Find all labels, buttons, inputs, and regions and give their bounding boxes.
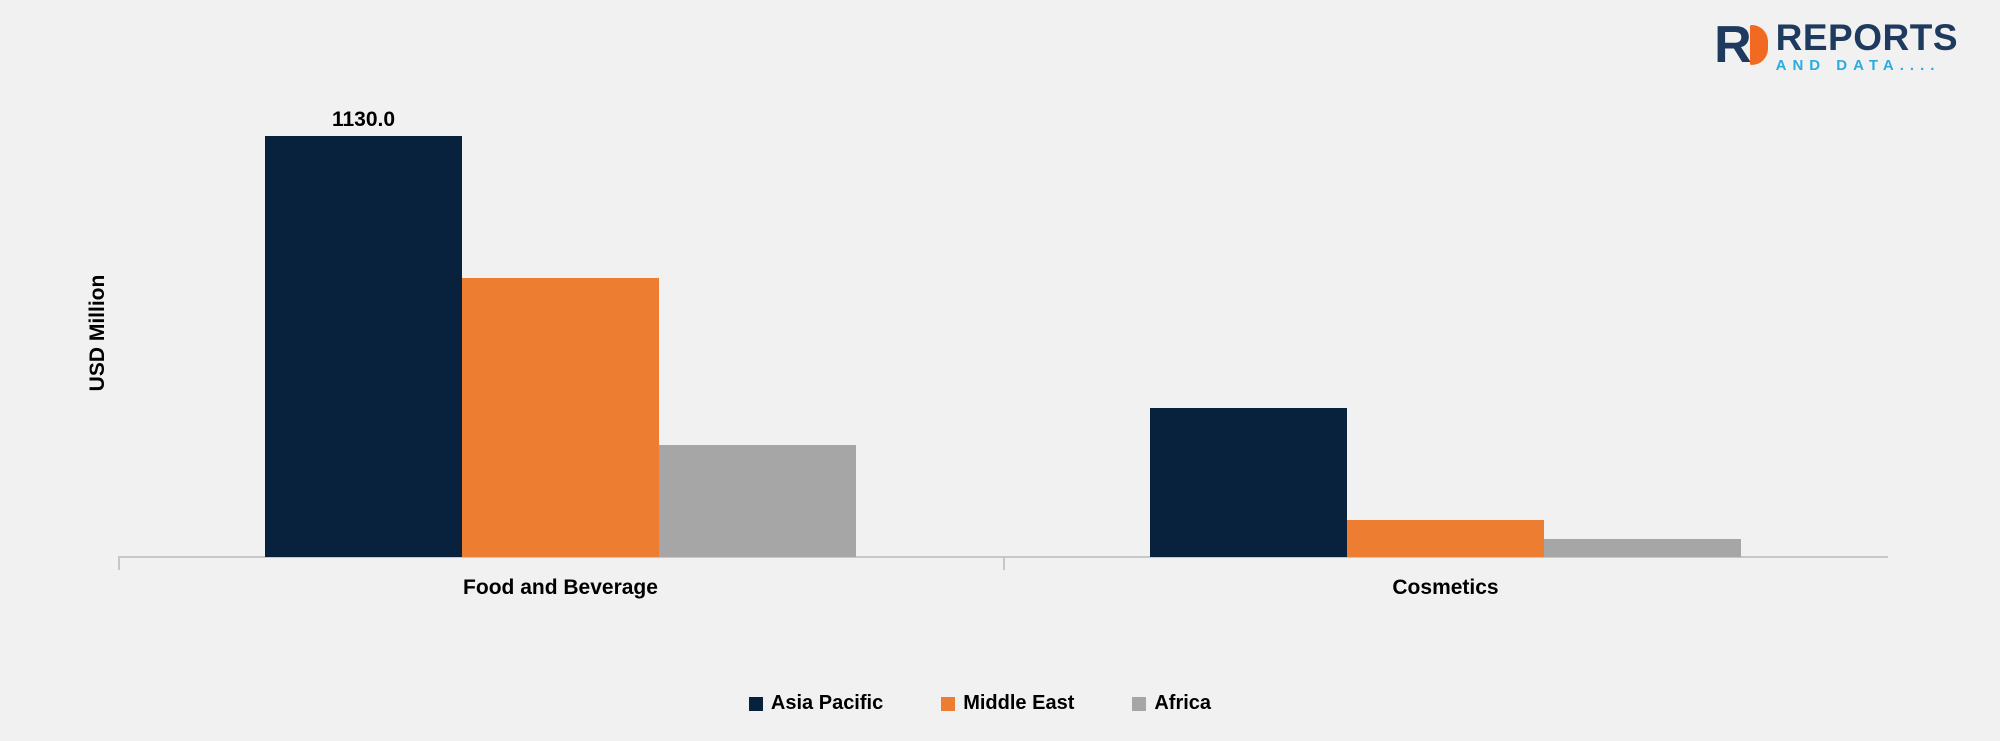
bar-asia-pacific-food-and-beverage [265, 136, 462, 557]
legend-swatch-middle-east [941, 696, 956, 711]
x-axis-tick [118, 557, 120, 570]
reports-and-data-logo: R REPORTS AND DATA.... [1714, 16, 1958, 74]
legend-label-asia-pacific: Asia Pacific [770, 692, 884, 714]
x-axis-tick [1003, 557, 1005, 570]
bar-middle-east-cosmetics [1347, 519, 1544, 557]
logo-d-shape [1749, 25, 1768, 65]
logo-r-glyph: R [1714, 16, 1752, 74]
legend-item-africa: Africa [1132, 692, 1211, 715]
bar-africa-food-and-beverage [659, 445, 856, 557]
chart-legend: Asia Pacific Middle East Africa [0, 692, 1960, 715]
logo-wordmark: REPORTS AND DATA.... [1775, 17, 1958, 74]
legend-swatch-africa [1132, 696, 1147, 711]
bar-middle-east-food-and-beverage [462, 277, 659, 557]
legend-item-asia-pacific: Asia Pacific [748, 692, 884, 715]
x-axis-category-label: Cosmetics [1392, 576, 1499, 599]
legend-label-africa: Africa [1154, 692, 1212, 714]
bar-asia-pacific-cosmetics [1150, 408, 1347, 557]
legend-item-middle-east: Middle East [941, 692, 1074, 715]
x-axis-category-label: Food and Beverage [463, 576, 658, 599]
legend-label-middle-east: Middle East [963, 692, 1075, 714]
reports-and-data-logo-icon: R [1714, 16, 1768, 74]
bar-africa-cosmetics [1544, 539, 1741, 557]
bar-data-label: 1130.0 [331, 108, 396, 132]
legend-swatch-asia-pacific [748, 696, 763, 711]
logo-brand-name: REPORTS [1775, 17, 1958, 58]
logo-brand-subtitle: AND DATA.... [1775, 57, 1941, 74]
